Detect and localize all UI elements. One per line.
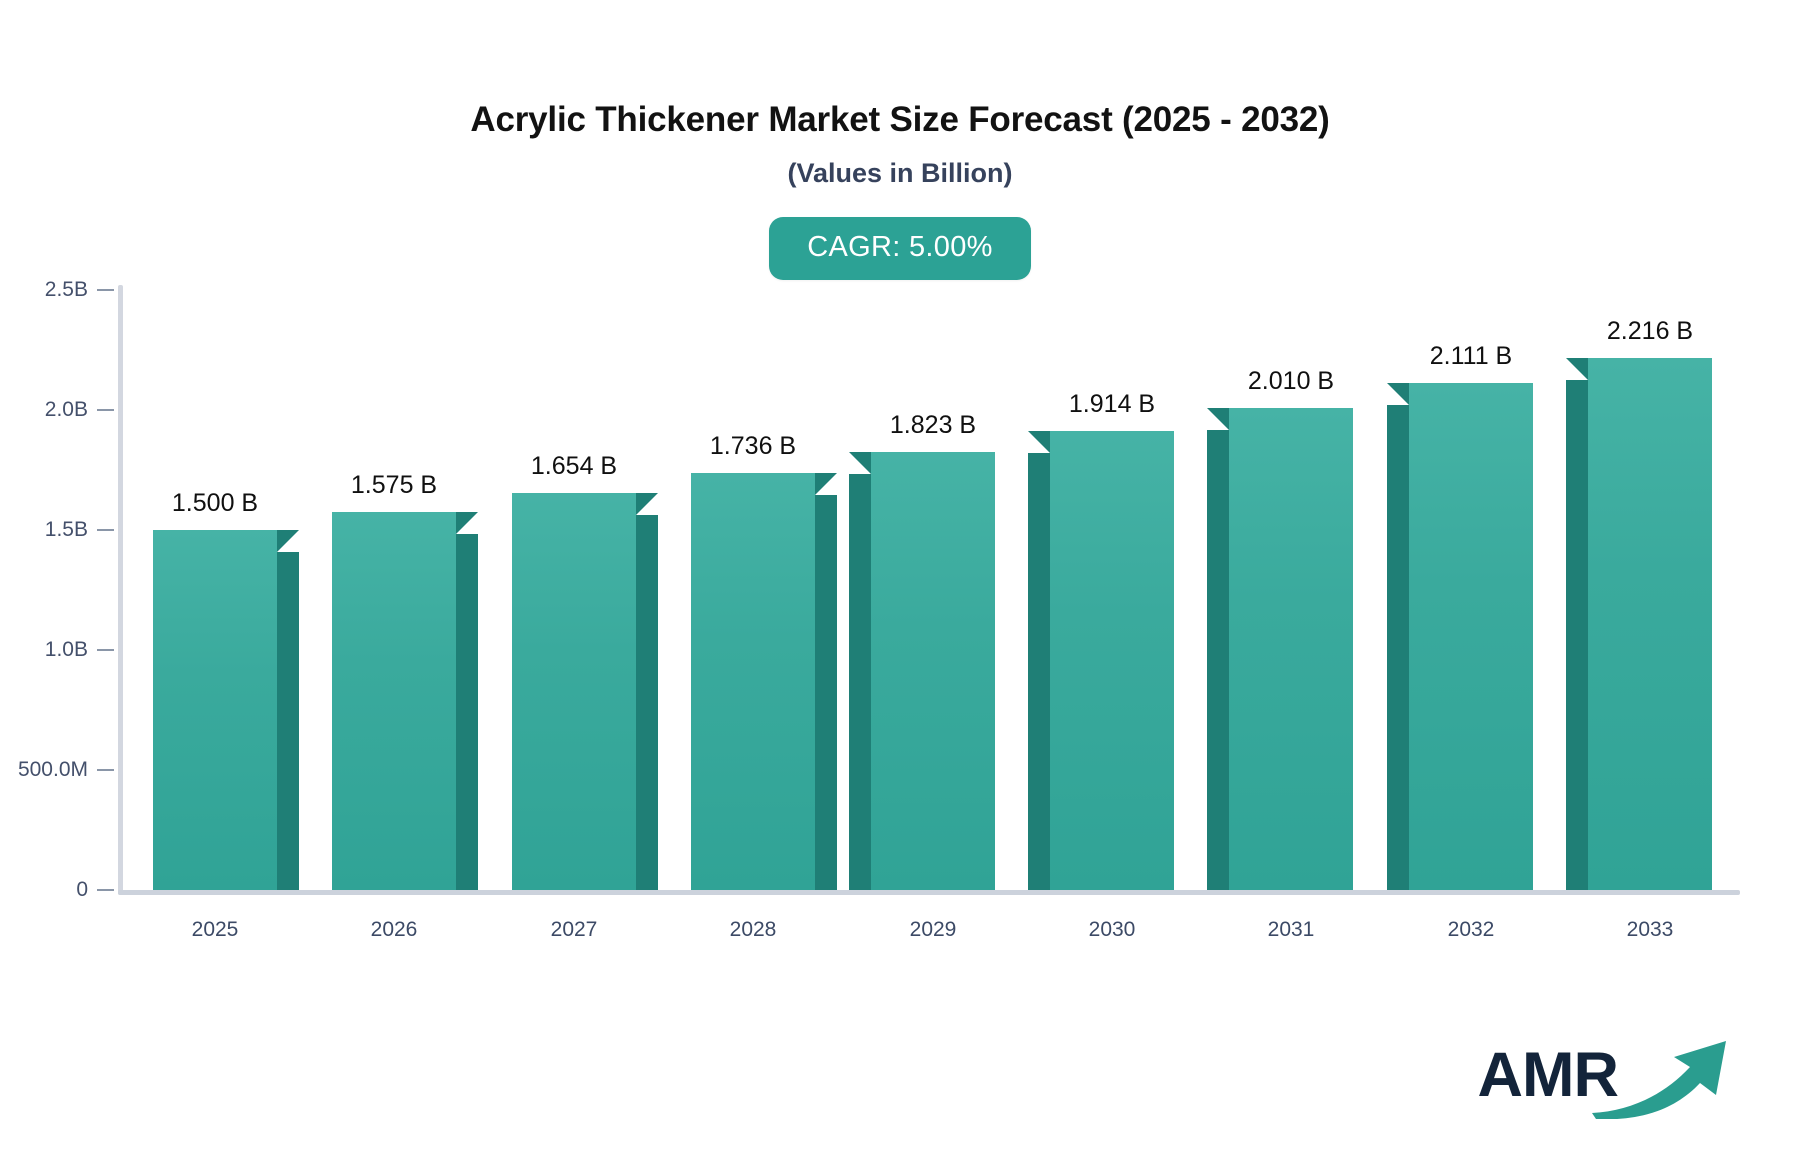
bar-top-face — [1207, 407, 1229, 430]
y-axis-tick-mark — [97, 649, 114, 651]
bar-value-label: 1.500 B — [171, 489, 259, 517]
bar-2029[interactable]: 1.823 B — [849, 411, 995, 890]
amr-wordmark: AMR — [1477, 1040, 1619, 1110]
cagr-badge-container: CAGR: 5.00% — [0, 217, 1800, 281]
y-axis-tick-mark — [97, 769, 114, 771]
growth-arrow-icon — [1590, 1033, 1730, 1124]
bar-2025[interactable]: 1.500 B — [153, 489, 299, 890]
bar-side-face — [1028, 452, 1050, 890]
bar-top-face — [849, 452, 871, 475]
bar-front-face — [1588, 358, 1712, 890]
bar-front-face — [512, 493, 636, 890]
bar-front-face — [1409, 383, 1533, 890]
bar-top-face — [1028, 430, 1050, 453]
bar-value-label: 1.654 B — [530, 452, 618, 481]
y-axis-tick-label: 2.5B — [44, 278, 88, 301]
bar-2030[interactable]: 1.914 B — [1028, 390, 1174, 890]
bar-front-face — [153, 530, 277, 890]
bar-top-face — [456, 512, 478, 534]
x-axis-tick-label: 2030 — [1088, 918, 1136, 941]
x-axis-tick-label: 2032 — [1447, 918, 1495, 941]
page-title: Acrylic Thickener Market Size Forecast (… — [470, 100, 1330, 139]
bar-value-label: 2.010 B — [1247, 366, 1335, 395]
y-axis-tick-label: 500.0M — [17, 758, 88, 781]
bar-2033[interactable]: 2.216 B — [1566, 317, 1712, 890]
bar-side-face — [456, 534, 478, 890]
y-axis-tick-label: 2.0B — [44, 398, 88, 421]
bar-side-face — [849, 474, 871, 890]
bar-top-face — [815, 473, 837, 496]
chart-subtitle: (Values in Billion) — [787, 158, 1013, 189]
bar-top-face — [636, 493, 658, 516]
y-axis-tick-label: 1.5B — [44, 518, 88, 541]
bar-value-label: 2.216 B — [1606, 317, 1694, 346]
bar-value-label: 2.111 B — [1429, 342, 1513, 371]
bar-2028[interactable]: 1.736 B — [691, 432, 837, 890]
bar-top-face — [1566, 358, 1588, 381]
bar-value-label: 1.736 B — [709, 432, 797, 461]
bar-2031[interactable]: 2.010 B — [1207, 367, 1353, 890]
x-axis-tick-label: 2026 — [370, 918, 418, 941]
bar-side-face — [815, 495, 837, 890]
bar-side-face — [1566, 380, 1588, 890]
x-axis-tick-label: 2031 — [1267, 918, 1315, 941]
bar-top-face — [277, 530, 299, 552]
y-axis-tick-mark — [97, 529, 114, 531]
amr-logo: AMR — [1477, 1033, 1730, 1120]
y-axis-tick-mark — [97, 889, 114, 891]
x-axis-tick-label: 2033 — [1626, 918, 1674, 941]
bar-2032[interactable]: 2.111 B — [1387, 342, 1533, 890]
x-axis-tick-label: 2029 — [909, 918, 957, 941]
y-axis-spine — [118, 285, 123, 895]
bar-front-face — [1229, 407, 1353, 890]
bar-front-face — [332, 512, 456, 890]
x-axis-tick-label: 2025 — [191, 918, 239, 941]
y-axis-tick-label: 1.0B — [44, 638, 88, 661]
y-axis-tick-label: 0 — [76, 878, 88, 901]
x-axis-tick-label: 2027 — [550, 918, 598, 941]
bar-value-label: 1.914 B — [1068, 389, 1156, 418]
bar-front-face — [871, 452, 995, 890]
y-axis-tick-mark — [97, 409, 114, 411]
bar-value-label: 1.575 B — [350, 471, 438, 499]
bar-2027[interactable]: 1.654 B — [512, 452, 658, 890]
bar-side-face — [1387, 405, 1409, 890]
bar-front-face — [1050, 430, 1174, 890]
cagr-badge: CAGR: 5.00% — [769, 217, 1031, 281]
bar-side-face — [1207, 429, 1229, 890]
chart-header: Acrylic Thickener Market Size Forecast (… — [0, 0, 1800, 189]
x-axis-baseline — [118, 890, 1740, 895]
y-axis-tick-mark — [97, 289, 114, 291]
bar-side-face — [277, 552, 299, 890]
bar-value-label: 1.823 B — [889, 411, 977, 440]
bar-side-face — [636, 515, 658, 890]
bar-top-face — [1387, 383, 1409, 406]
bar-2026[interactable]: 1.575 B — [332, 471, 478, 890]
x-axis-tick-label: 2028 — [729, 918, 777, 941]
bar-front-face — [691, 473, 815, 890]
